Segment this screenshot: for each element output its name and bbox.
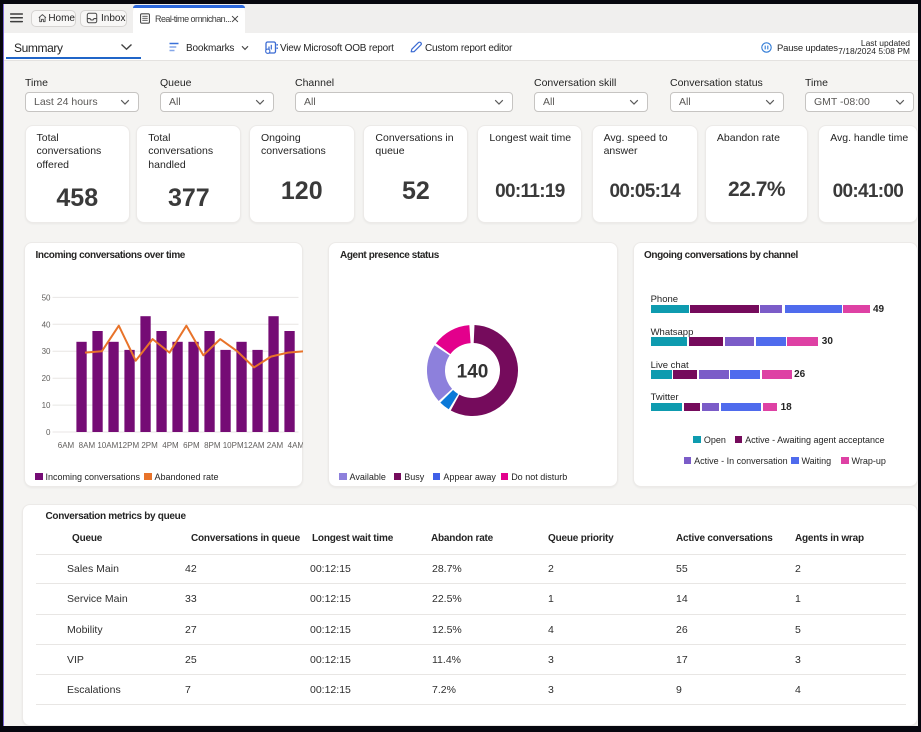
svg-text:50: 50 [41, 293, 50, 302]
svg-text:10AM: 10AM [97, 441, 118, 450]
svg-text:0: 0 [46, 428, 51, 437]
svg-text:2AM: 2AM [266, 441, 283, 450]
svg-text:40: 40 [41, 320, 50, 329]
svg-text:8AM: 8AM [78, 441, 95, 450]
svg-text:20: 20 [41, 374, 50, 383]
svg-text:140: 140 [457, 361, 489, 382]
svg-text:6AM: 6AM [57, 441, 74, 450]
svg-text:30: 30 [41, 347, 50, 356]
svg-text:2PM: 2PM [141, 441, 158, 450]
svg-text:6PM: 6PM [183, 441, 200, 450]
svg-text:4AM: 4AM [287, 441, 303, 450]
svg-text:4PM: 4PM [162, 441, 179, 450]
svg-text:10: 10 [41, 401, 50, 410]
svg-text:12AM: 12AM [243, 441, 264, 450]
svg-text:10PM: 10PM [222, 441, 243, 450]
svg-text:8PM: 8PM [204, 441, 221, 450]
svg-text:12PM: 12PM [118, 441, 139, 450]
